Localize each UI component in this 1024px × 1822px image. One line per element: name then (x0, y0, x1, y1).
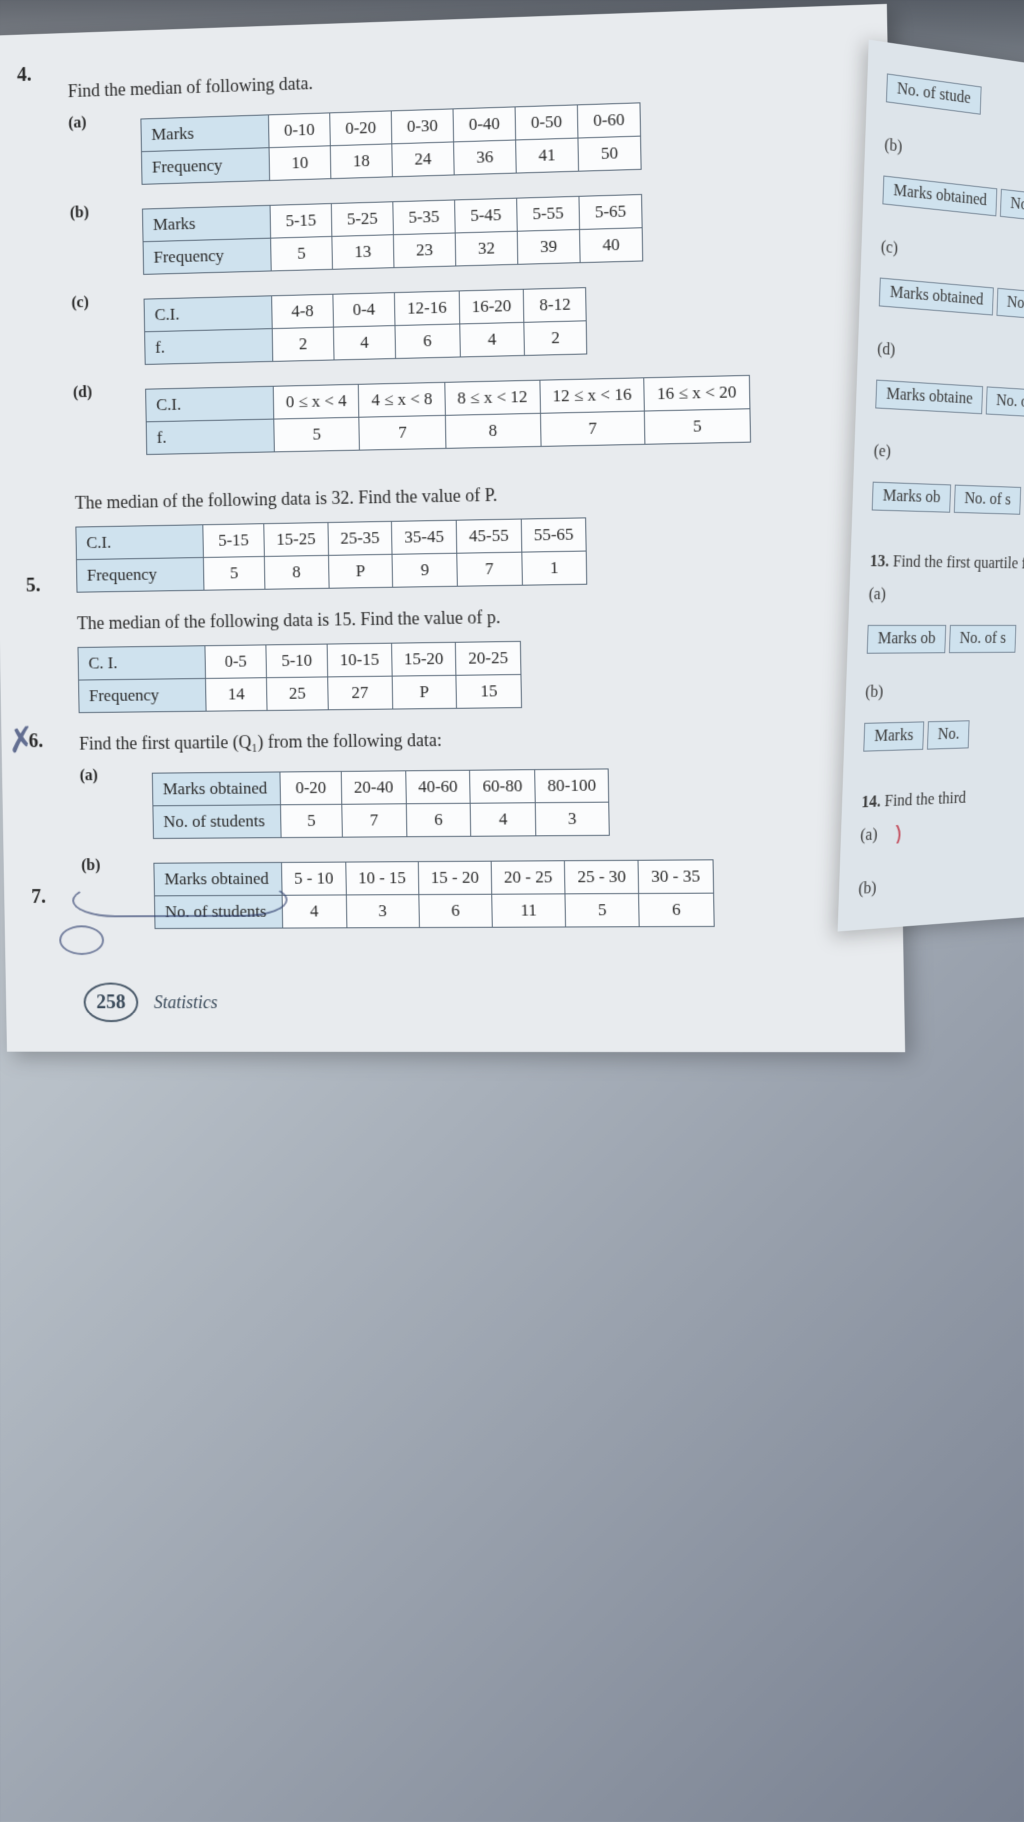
q4-number: 4. (17, 64, 32, 87)
q6-table: C. I. 0-55-1010-1515-2020-25 Frequency 1… (77, 641, 522, 713)
q5-table: C.I. 5-1515-2525-3535-4545-5555-65 Frequ… (75, 517, 587, 592)
q4d-label: (d) (73, 384, 106, 403)
frag-text: No. of studen (996, 288, 1024, 324)
table-row: Marks obtained 5 - 1010 - 1515 - 2020 - … (154, 860, 713, 896)
q4c-table: C.I. 4-80-412-1616-208-12 f. 24642 (144, 287, 588, 365)
frag-text: No. of stude (886, 73, 981, 114)
q4a-table: Marks 0-100-200-300-400-500-60 Frequency… (140, 102, 641, 185)
q14-b: (b) (858, 879, 877, 898)
page-number: 258 (83, 983, 138, 1023)
label-b: (b) (884, 136, 902, 156)
table-row: No. of students 57643 (153, 802, 610, 838)
q7b-label: (b) (81, 857, 114, 875)
left-page: 4. Find the median of following data. (a… (0, 4, 905, 1052)
q7b-table: Marks obtained 5 - 1010 - 1515 - 2020 - … (153, 859, 714, 929)
table-row: Frequency 142527P15 (79, 674, 522, 712)
frag-text: No. of s (954, 485, 1021, 515)
q6-number: 6. (28, 730, 43, 753)
q7b-row: (b) Marks obtained 5 - 1010 - 1515 - 202… (81, 852, 872, 947)
label-d: (d) (877, 340, 895, 359)
q5-number: 5. (26, 575, 41, 598)
q4b-label: (b) (70, 204, 103, 223)
q4c-label: (c) (71, 294, 104, 313)
q4b-table: Marks 5-155-255-355-455-555-65 Frequency… (142, 194, 643, 275)
q7-number: 7. (31, 886, 46, 909)
label-e: (e) (873, 442, 891, 460)
frag-text: Marks ob (872, 482, 951, 513)
table-row: Marks obtained 0-2020-4040-6060-8080-100 (152, 769, 609, 806)
q4d-row: (d) C.I. 0 ≤ x < 44 ≤ x < 88 ≤ x < 1212 … (73, 366, 864, 474)
q7a-table: Marks obtained 0-2020-4040-6060-8080-100… (152, 768, 610, 839)
q14-number: 14. Find the third (861, 784, 1024, 813)
frag-text: Marks obtaine (875, 380, 983, 415)
q7-text: Find the first quartile (Q₁) from the fo… (79, 722, 869, 757)
frag-text: No. of stude (986, 386, 1024, 419)
q7a-label: (a) (80, 767, 113, 785)
frag-text: No. of s (949, 625, 1016, 653)
q6-text: The median of the following data is 15. … (77, 599, 867, 638)
rowhead: Frequency (141, 148, 269, 185)
page-footer: 258 Statistics (83, 981, 873, 1022)
q5-text: The median of the following data is 32. … (75, 475, 865, 517)
pen-red-circle-icon (860, 815, 901, 846)
frag-text: No. of students (1000, 189, 1024, 228)
frag-text: Marks ob (867, 625, 946, 654)
q13-a: (a) (868, 586, 886, 604)
q13-b: (b) (865, 683, 884, 701)
table-row: No. of students 4361156 (154, 893, 713, 928)
q4a-label: (a) (68, 114, 101, 133)
q7a-row: (a) Marks obtained 0-2020-4040-6060-8080… (80, 760, 871, 857)
frag-text: Marks obtained (882, 175, 997, 216)
q4d-table: C.I. 0 ≤ x < 44 ≤ x < 88 ≤ x < 1212 ≤ x … (145, 375, 751, 455)
frag-text: No. (927, 720, 970, 749)
rowhead: Marks (141, 115, 269, 152)
label-c: (c) (881, 238, 899, 257)
right-page-fragment: No. of stude (b) Marks obtained No. of s… (838, 40, 1024, 932)
frag-text: Marks (863, 721, 924, 751)
q13-number: 13. Find the first quartile f (870, 553, 1024, 575)
table-row: C. I. 0-55-1010-1515-2020-25 (78, 641, 521, 680)
footer-label: Statistics (154, 992, 218, 1013)
frag-text: Marks obtained (879, 278, 994, 316)
